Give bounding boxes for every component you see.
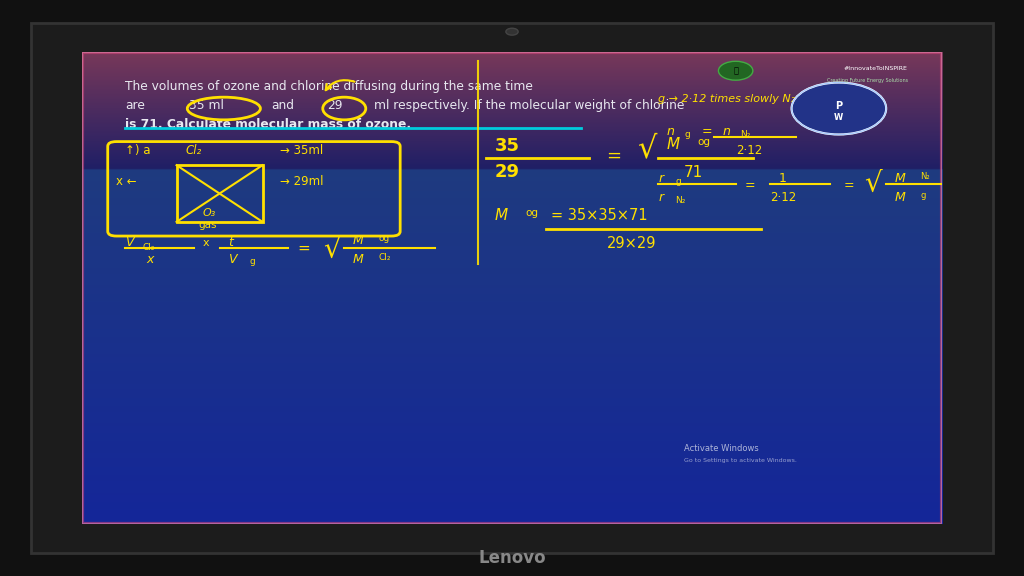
Text: V: V bbox=[125, 236, 133, 249]
Text: =: = bbox=[701, 125, 712, 138]
Text: 29: 29 bbox=[327, 99, 343, 112]
Text: n: n bbox=[723, 125, 730, 138]
Text: Cl₂: Cl₂ bbox=[379, 253, 391, 262]
Text: N₂: N₂ bbox=[676, 196, 686, 205]
Text: =: = bbox=[606, 146, 622, 164]
Text: P: P bbox=[836, 101, 843, 111]
Text: 29×29: 29×29 bbox=[606, 236, 656, 251]
Text: N₂: N₂ bbox=[921, 172, 930, 181]
Text: g: g bbox=[684, 130, 690, 139]
Text: =: = bbox=[843, 179, 854, 192]
Text: are: are bbox=[125, 99, 144, 112]
Text: M: M bbox=[353, 253, 364, 266]
Text: g: g bbox=[250, 257, 255, 266]
Text: and: and bbox=[271, 99, 294, 112]
Text: M: M bbox=[895, 172, 905, 185]
FancyArrowPatch shape bbox=[326, 80, 354, 90]
Text: n: n bbox=[667, 125, 675, 138]
Text: √: √ bbox=[323, 236, 340, 264]
Text: g → 2·12 times slowly N₂: g → 2·12 times slowly N₂ bbox=[658, 94, 796, 104]
Text: og: og bbox=[525, 208, 538, 218]
Text: The volumes of ozone and chlorine diffusing during the same time: The volumes of ozone and chlorine diffus… bbox=[125, 80, 532, 93]
Text: 2·12: 2·12 bbox=[770, 191, 797, 204]
Text: x: x bbox=[146, 253, 154, 266]
Text: Cl₂: Cl₂ bbox=[185, 144, 202, 157]
Circle shape bbox=[792, 82, 886, 135]
Text: Creating Future Energy Solutions: Creating Future Energy Solutions bbox=[826, 78, 907, 83]
Text: og: og bbox=[697, 137, 710, 147]
Circle shape bbox=[719, 61, 753, 80]
Text: 🌿: 🌿 bbox=[733, 66, 738, 75]
Text: M: M bbox=[353, 234, 364, 247]
Text: → 29ml: → 29ml bbox=[280, 175, 324, 188]
Text: #InnovateToINSPIRE: #InnovateToINSPIRE bbox=[844, 66, 907, 71]
Text: is 71. Calculate molecular mass of ozone.: is 71. Calculate molecular mass of ozone… bbox=[125, 118, 411, 131]
Text: Cl₂: Cl₂ bbox=[142, 243, 155, 252]
Text: =: = bbox=[744, 179, 755, 192]
Bar bbox=[176, 165, 262, 222]
Text: 35 ml: 35 ml bbox=[189, 99, 224, 112]
Text: og: og bbox=[379, 234, 390, 242]
Text: ml respectively. If the molecular weight of chlorine: ml respectively. If the molecular weight… bbox=[375, 99, 685, 112]
Circle shape bbox=[506, 28, 518, 35]
Text: 1: 1 bbox=[778, 172, 786, 185]
Text: ↑) a: ↑) a bbox=[125, 144, 151, 157]
Text: Activate Windows: Activate Windows bbox=[684, 444, 759, 453]
Text: M: M bbox=[667, 137, 680, 152]
Text: x: x bbox=[203, 238, 209, 248]
Text: W: W bbox=[835, 113, 844, 123]
Text: √: √ bbox=[864, 170, 883, 198]
Text: 29: 29 bbox=[495, 163, 520, 181]
Text: r: r bbox=[658, 172, 664, 185]
Text: t: t bbox=[228, 236, 233, 249]
Text: M: M bbox=[495, 208, 508, 223]
Text: Go to Settings to activate Windows.: Go to Settings to activate Windows. bbox=[684, 458, 797, 463]
Text: r: r bbox=[658, 191, 664, 204]
Text: =: = bbox=[297, 241, 309, 256]
Text: 2·12: 2·12 bbox=[735, 144, 762, 157]
Text: Lenovo: Lenovo bbox=[478, 550, 546, 567]
Text: g: g bbox=[921, 191, 926, 200]
Text: = 35×35×71: = 35×35×71 bbox=[551, 208, 647, 223]
Text: → 35ml: → 35ml bbox=[280, 144, 323, 157]
Text: M: M bbox=[895, 191, 905, 204]
Text: V: V bbox=[228, 253, 237, 266]
Text: 71: 71 bbox=[684, 165, 703, 180]
Text: √: √ bbox=[637, 135, 656, 164]
Text: gas: gas bbox=[198, 219, 216, 229]
Text: 35: 35 bbox=[495, 137, 520, 155]
Text: g: g bbox=[676, 177, 681, 186]
Text: O₃: O₃ bbox=[203, 208, 216, 218]
Text: x ←: x ← bbox=[117, 175, 137, 188]
Text: N₂: N₂ bbox=[740, 130, 751, 139]
